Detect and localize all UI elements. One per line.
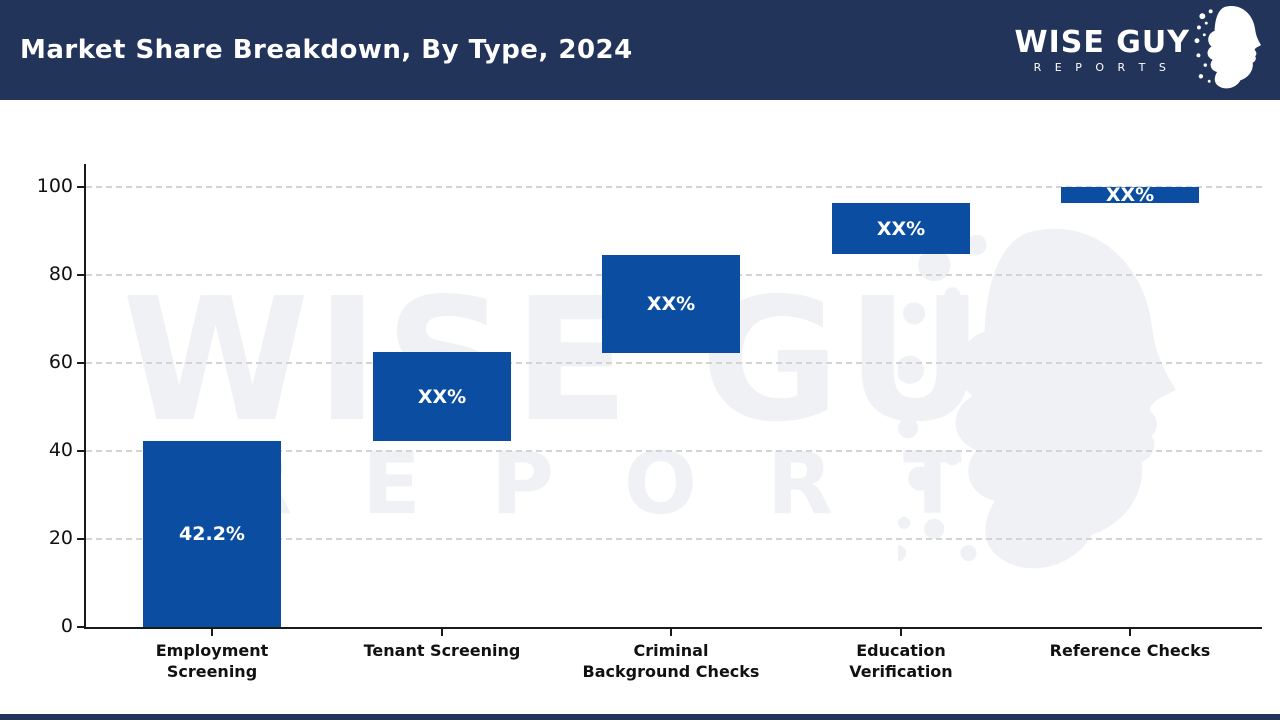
y-axis-spine bbox=[84, 164, 86, 629]
x-tick-mark bbox=[1129, 629, 1131, 636]
bar-value-label: XX% bbox=[1105, 184, 1155, 206]
y-tick-label: 80 bbox=[48, 263, 73, 285]
footer-accent-bar bbox=[0, 714, 1280, 720]
y-tick-mark bbox=[77, 362, 84, 364]
x-tick-label: Education Verification bbox=[786, 640, 1016, 682]
x-tick-label-line: Education bbox=[856, 641, 946, 660]
y-tick-label: 60 bbox=[48, 351, 73, 373]
x-tick-label: Reference Checks bbox=[1015, 640, 1245, 661]
x-tick-label-line: Reference Checks bbox=[1049, 641, 1211, 660]
bar-value-label: XX% bbox=[646, 293, 696, 315]
y-tick-mark bbox=[77, 186, 84, 188]
x-tick-label-line: Screening bbox=[166, 662, 258, 681]
chart-plot-area: 0 20 40 60 80 100 42.2% XX% XX% XX% XX% Employment S… bbox=[0, 100, 1280, 714]
bar-segment: XX% bbox=[602, 255, 740, 353]
bar-segment: 42.2% bbox=[143, 441, 281, 627]
y-tick-label: 0 bbox=[60, 615, 73, 637]
x-tick-label: Employment Screening bbox=[97, 640, 327, 682]
x-tick-label-line: Verification bbox=[849, 662, 953, 681]
y-gridline bbox=[86, 450, 1262, 452]
bar-segment: XX% bbox=[373, 352, 511, 441]
brand-subname: R E P O R T S bbox=[1033, 60, 1171, 74]
brand-logo-text: WISE GUY R E P O R T S bbox=[1014, 24, 1190, 74]
brand-name: WISE GUY bbox=[1014, 24, 1190, 60]
page-title: Market Share Breakdown, By Type, 2024 bbox=[20, 35, 633, 65]
x-tick-label-line: Employment bbox=[155, 641, 269, 660]
x-tick-label-line: Background Checks bbox=[582, 662, 760, 681]
bar-segment: XX% bbox=[1061, 184, 1199, 206]
wiseguy-head-icon bbox=[1192, 4, 1266, 96]
bar-value-label: XX% bbox=[876, 217, 926, 240]
y-gridline bbox=[86, 186, 1262, 188]
y-tick-mark bbox=[77, 274, 84, 276]
y-tick-label: 20 bbox=[48, 527, 73, 549]
x-tick-label-line: Criminal bbox=[633, 641, 709, 660]
x-tick-label: Criminal Background Checks bbox=[556, 640, 786, 682]
x-tick-mark bbox=[900, 629, 902, 636]
x-tick-mark bbox=[441, 629, 443, 636]
y-gridline bbox=[86, 538, 1262, 540]
brand-logo: WISE GUY R E P O R T S bbox=[1014, 4, 1266, 96]
y-tick-mark bbox=[77, 538, 84, 540]
x-tick-label-line: Tenant Screening bbox=[363, 641, 521, 660]
x-axis-spine bbox=[84, 627, 1262, 629]
bar-segment: XX% bbox=[832, 203, 970, 254]
bar-value-label: XX% bbox=[417, 385, 467, 408]
y-gridline bbox=[86, 362, 1262, 364]
y-tick-mark bbox=[77, 626, 84, 628]
app-header: Market Share Breakdown, By Type, 2024 WI… bbox=[0, 0, 1280, 100]
x-tick-mark bbox=[670, 629, 672, 636]
x-tick-mark bbox=[211, 629, 213, 636]
x-tick-label: Tenant Screening bbox=[327, 640, 557, 661]
y-tick-label: 40 bbox=[48, 439, 73, 461]
y-tick-mark bbox=[77, 450, 84, 452]
bar-value-label: 42.2% bbox=[179, 523, 245, 545]
y-tick-label: 100 bbox=[36, 175, 73, 197]
